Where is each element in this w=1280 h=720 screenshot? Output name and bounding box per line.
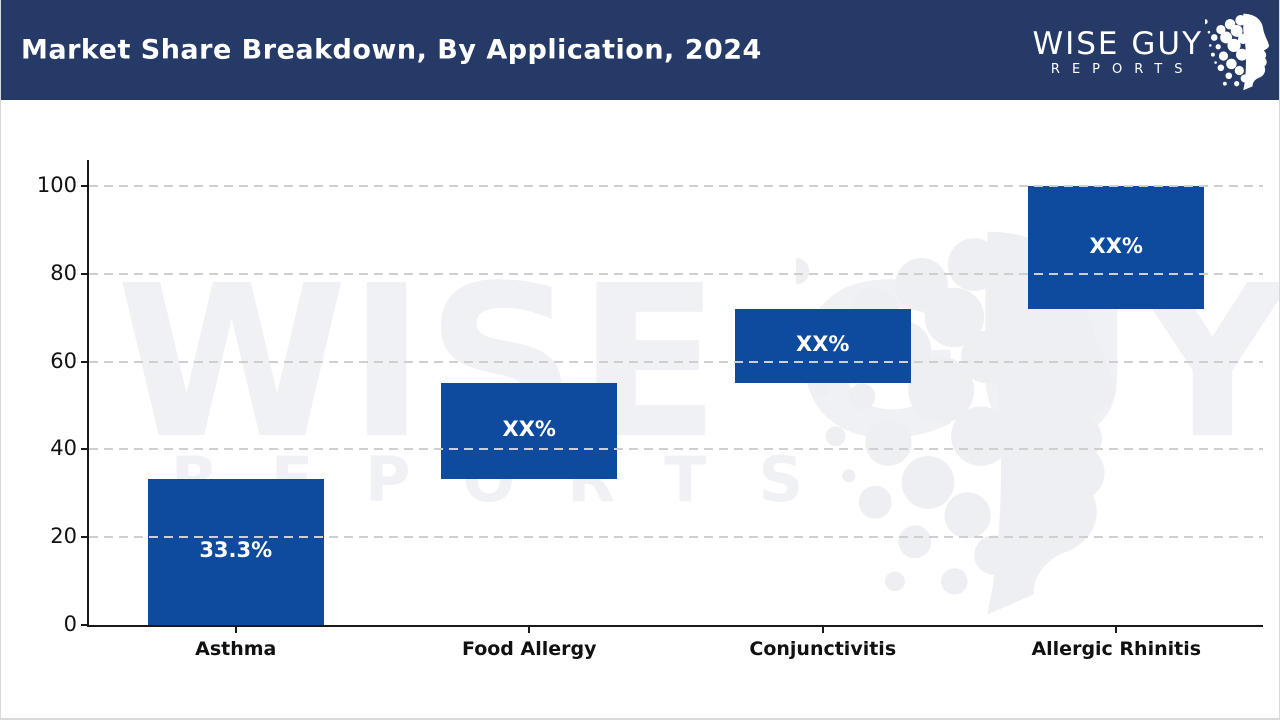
y-tick-label: 20 <box>50 524 77 549</box>
x-tick-mark <box>1115 626 1118 633</box>
y-tick-label: 80 <box>50 260 77 285</box>
brand-subtitle: REPORTS <box>1050 62 1195 78</box>
y-tick-mark <box>81 360 89 363</box>
y-axis-line <box>87 160 89 627</box>
y-gridline <box>89 360 1263 363</box>
x-tick-mark <box>528 626 531 633</box>
y-gridline <box>89 448 1263 451</box>
x-tick-mark <box>821 626 824 633</box>
y-tick-label: 60 <box>50 348 77 373</box>
x-tick-label: Food Allergy <box>461 638 597 660</box>
y-tick-mark <box>81 624 89 626</box>
header-bar: Market Share Breakdown, By Application, … <box>1 0 1279 100</box>
y-gridline <box>89 536 1263 539</box>
bar-allergic-rhinitis <box>1028 186 1205 310</box>
bar-value-label: XX% <box>502 416 556 441</box>
brand-logo: WISE GUY REPORTS <box>1032 8 1271 96</box>
x-tick-label: Asthma <box>195 638 277 660</box>
dotted-face-profile-icon <box>1205 13 1270 91</box>
y-tick-label: 40 <box>50 436 77 461</box>
bar-value-label: 33.3% <box>199 537 273 562</box>
x-tick-mark <box>234 626 237 633</box>
chart-title: Market Share Breakdown, By Application, … <box>21 34 762 66</box>
bar-food-allergy <box>441 382 618 479</box>
x-tick-label: Allergic Rhinitis <box>1031 638 1202 660</box>
bar-conjunctivitis <box>734 309 911 383</box>
bar-value-label: XX% <box>1089 233 1143 258</box>
y-tick-label: 100 <box>36 173 77 197</box>
y-tick-label: 0 <box>63 612 77 636</box>
brand-logo-text: WISE GUY REPORTS <box>1032 27 1203 77</box>
bar-value-label: XX% <box>796 332 850 356</box>
x-axis-line <box>87 625 1263 627</box>
y-tick-mark <box>81 448 89 451</box>
x-tick-label: Conjunctivitis <box>749 638 897 660</box>
y-gridline <box>89 185 1263 187</box>
y-tick-mark <box>81 536 89 539</box>
y-tick-mark <box>81 185 89 187</box>
brand-name: WISE GUY <box>1032 25 1203 62</box>
bar-asthma <box>147 478 324 625</box>
y-gridline <box>89 272 1263 275</box>
y-tick-mark <box>81 272 89 275</box>
